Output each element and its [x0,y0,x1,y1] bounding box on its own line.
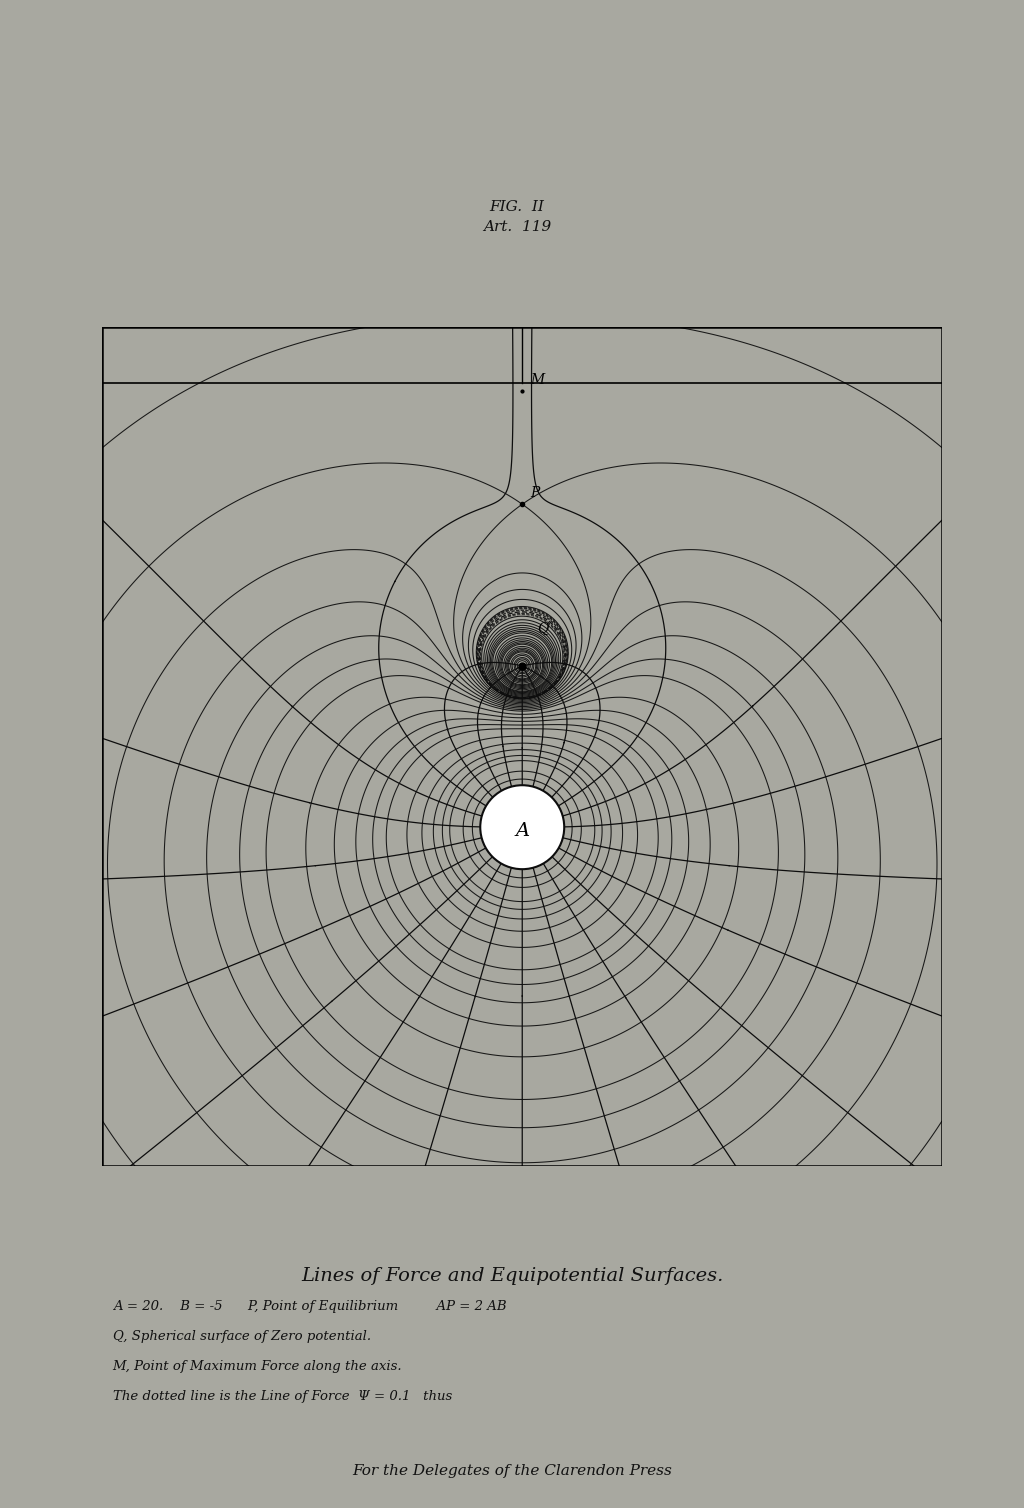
Text: P: P [530,486,540,501]
Text: M: M [530,372,545,386]
Text: M, Point of Maximum Force along the axis.: M, Point of Maximum Force along the axis… [113,1360,402,1374]
Circle shape [480,786,564,869]
Text: Lines of Force and Equipotential Surfaces.: Lines of Force and Equipotential Surface… [301,1267,723,1285]
Text: Q, Spherical surface of Zero potential.: Q, Spherical surface of Zero potential. [113,1330,371,1344]
Text: A: A [515,822,529,840]
Text: For the Delegates of the Clarendon Press: For the Delegates of the Clarendon Press [352,1464,672,1478]
Text: The dotted line is the Line of Force  Ψ = 0.1   thus: The dotted line is the Line of Force Ψ =… [113,1390,452,1404]
Text: A = 20.    B = -5      P, Point of Equilibrium         AP = 2 AB: A = 20. B = -5 P, Point of Equilibrium A… [113,1300,506,1313]
Text: Art.  119: Art. 119 [483,220,551,234]
Text: FIG.  II: FIG. II [489,201,545,214]
Text: Q: Q [537,623,548,636]
